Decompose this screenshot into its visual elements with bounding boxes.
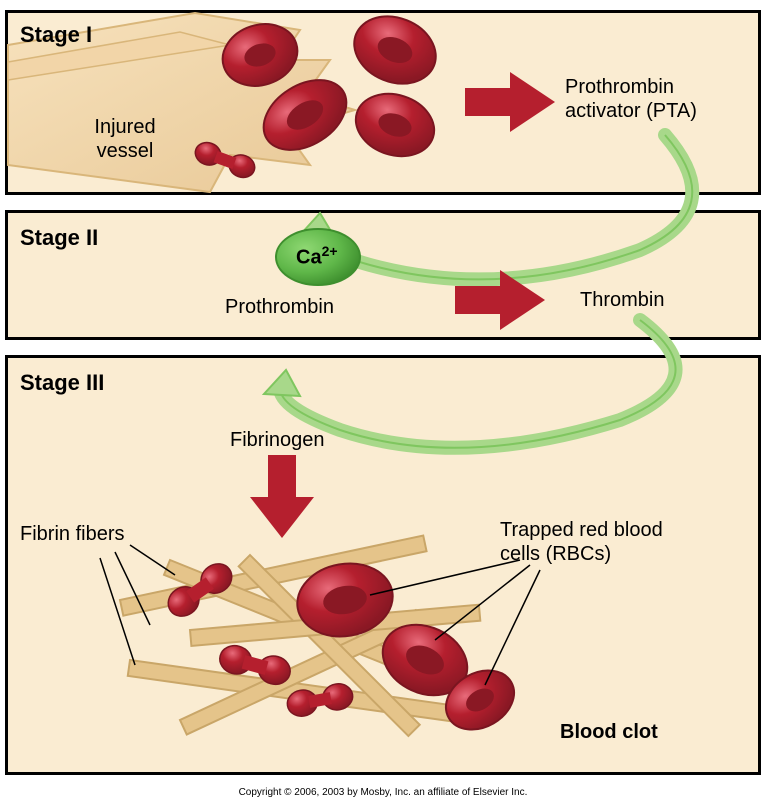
stage3-arrow [250,455,314,538]
thrombin-label: Thrombin [580,288,664,312]
calcium-sup: 2+ [322,243,338,259]
stage3-label: Stage III [20,370,104,396]
blood-clot-label: Blood clot [560,720,658,744]
rbc-line1: Trapped red blood [500,519,663,541]
green-curve-2 [280,320,676,448]
calcium-label: Ca2+ [296,243,338,270]
stage1-arrow [465,72,555,132]
injured-vessel-text: Injured vessel [94,116,155,162]
prothrombin-label: Prothrombin [225,295,334,319]
rbc-line2: cells (RBCs) [500,543,611,565]
stage2-label: Stage II [20,225,98,251]
fibrin-fibers-label: Fibrin fibers [20,522,124,546]
pta-line1: Prothrombin [565,76,674,98]
pta-label: Prothrombin activator (PTA) [565,75,745,123]
stage1-label: Stage I [20,22,92,48]
diagram-root: Stage I Stage II Stage III Injured vesse… [0,0,766,800]
green-curve-1 [315,135,692,279]
calcium-text: Ca [296,247,322,269]
injured-vessel-label: Injured vessel [85,115,165,163]
copyright-text: Copyright © 2006, 2003 by Mosby, Inc. an… [0,787,766,798]
rbc-label: Trapped red blood cells (RBCs) [500,518,730,566]
fibrinogen-label: Fibrinogen [230,428,325,452]
pta-line2: activator (PTA) [565,100,697,122]
